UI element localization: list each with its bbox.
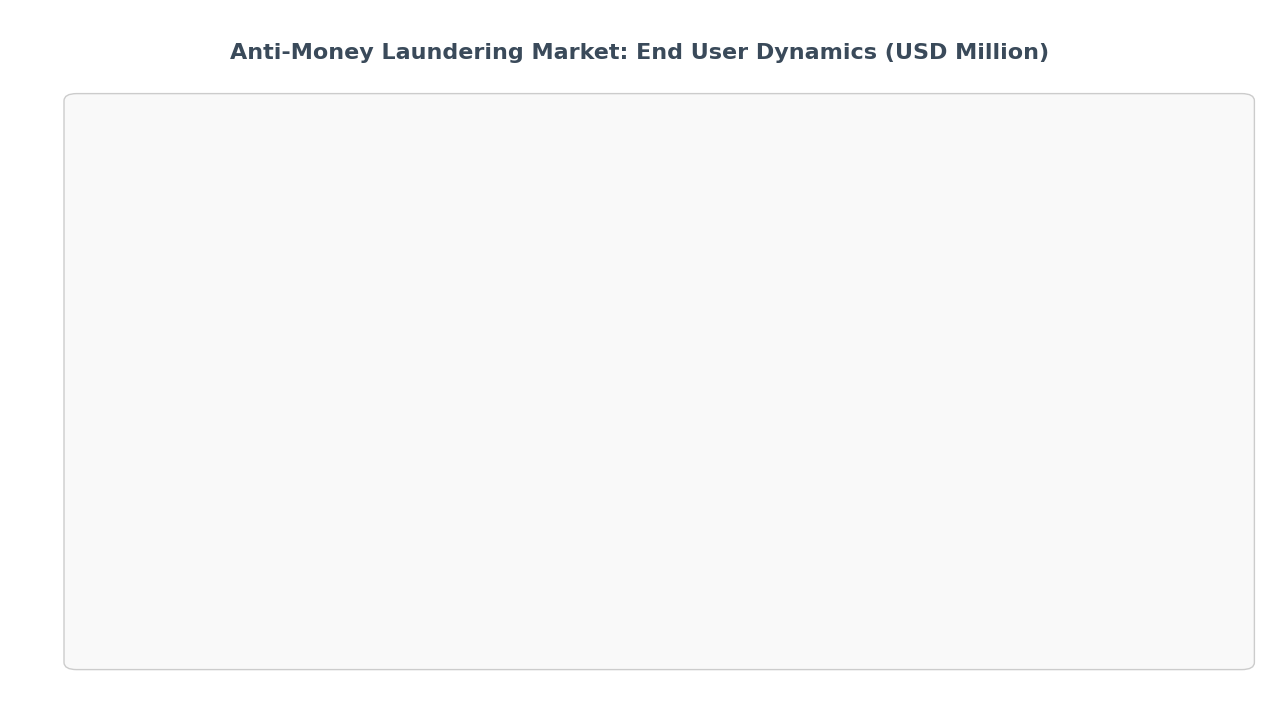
Bar: [351, 431, 417, 562]
Bar: [206, 247, 273, 562]
Bar: [1071, 394, 1138, 562]
Text: Anti-Money Laundering Market: End User Dynamics (USD Million): Anti-Money Laundering Market: End User D…: [230, 43, 1050, 63]
Bar: [927, 318, 993, 562]
Bar: [422, 445, 489, 562]
Legend: Bank and Financial Institutes, Insurance, Gaming and Gambling, Others: Bank and Financial Institutes, Insurance…: [342, 630, 1002, 656]
Bar: [1000, 377, 1066, 562]
Bar: [855, 171, 922, 562]
Bar: [278, 388, 344, 562]
